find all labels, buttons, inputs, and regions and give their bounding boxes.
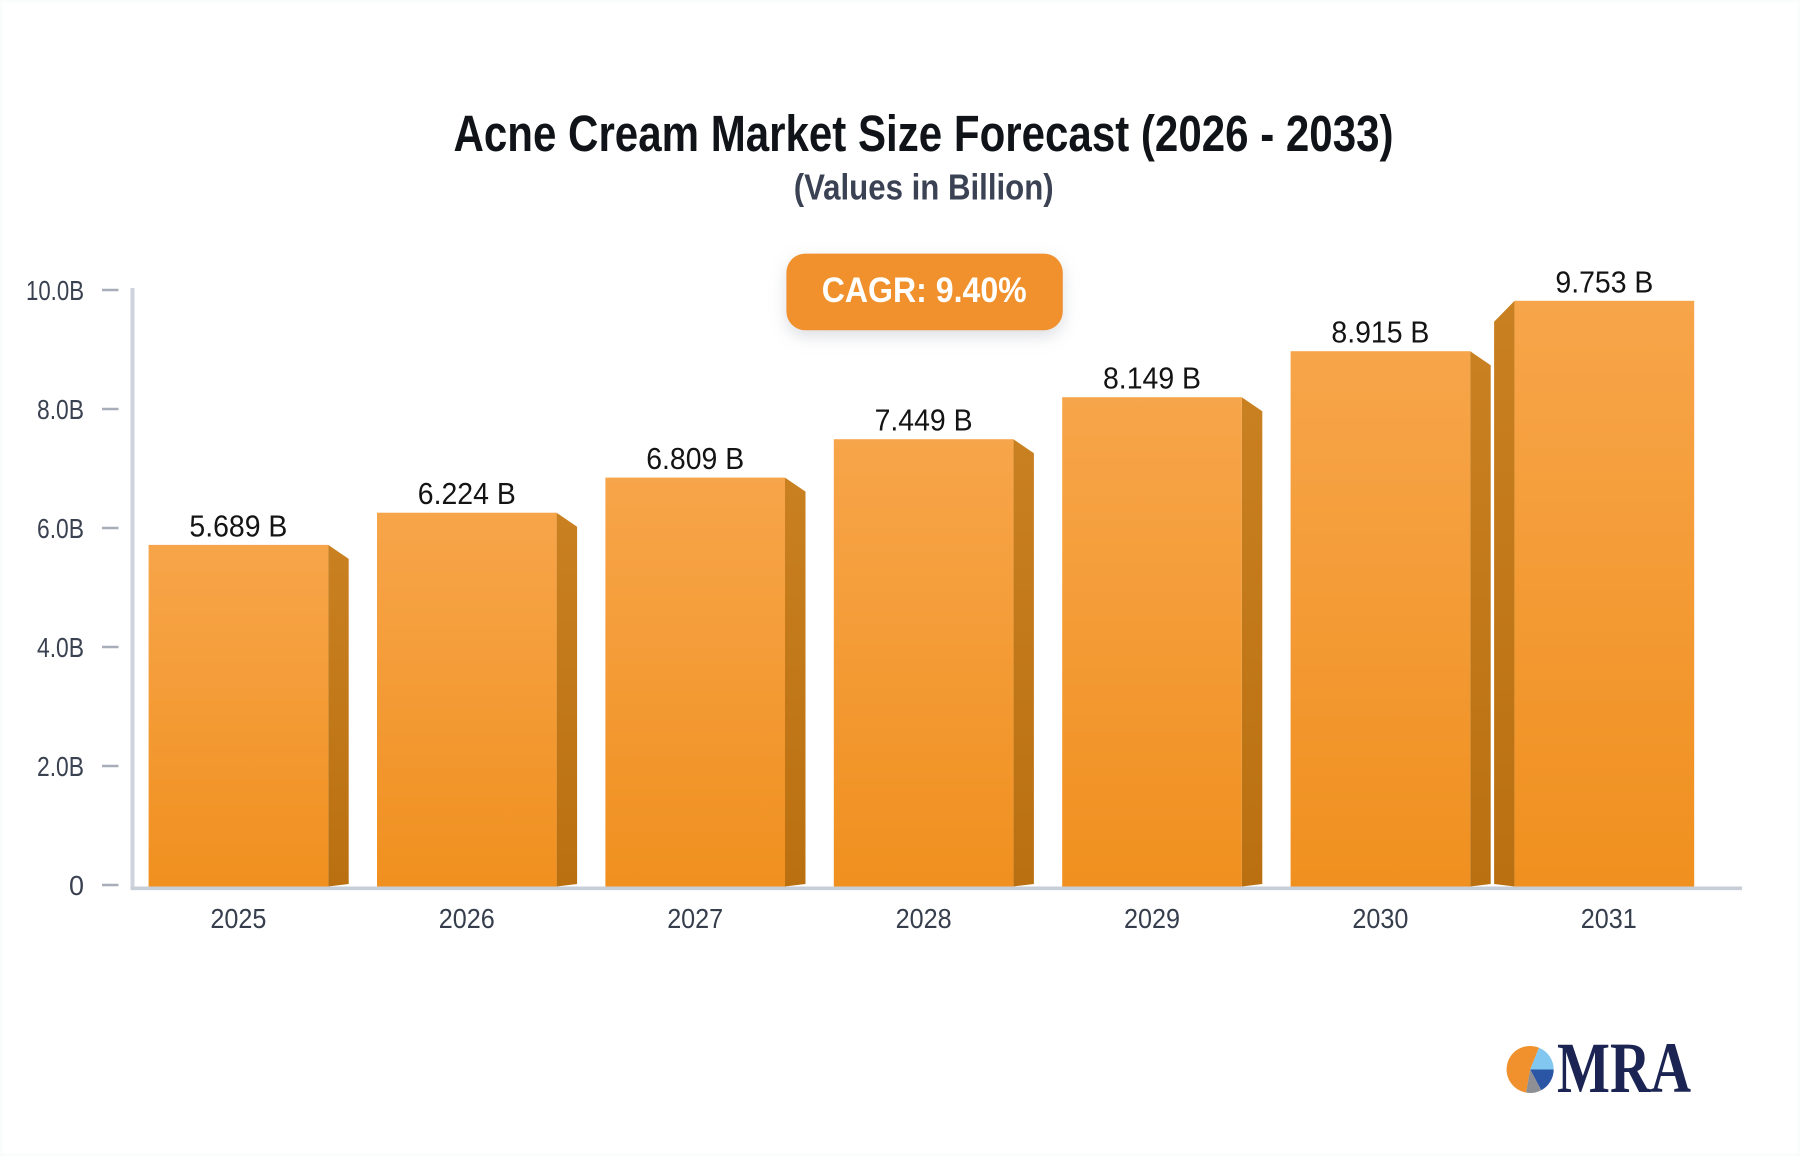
svg-text:5.689 B: 5.689 B <box>189 509 287 543</box>
svg-text:8.915 B: 8.915 B <box>1331 316 1429 350</box>
svg-text:CAGR: 9.40%: CAGR: 9.40% <box>822 271 1027 310</box>
svg-text:2030: 2030 <box>1352 903 1408 934</box>
svg-text:6.809 B: 6.809 B <box>646 442 744 476</box>
svg-text:6.0B: 6.0B <box>37 513 84 544</box>
svg-text:0: 0 <box>69 870 84 901</box>
svg-text:Acne Cream Market Size Forecas: Acne Cream Market Size Forecast (2026 - … <box>454 105 1394 162</box>
svg-text:8.149 B: 8.149 B <box>1103 362 1201 396</box>
svg-text:(Values in Billion): (Values in Billion) <box>794 167 1054 208</box>
svg-text:9.753 B: 9.753 B <box>1555 265 1653 299</box>
svg-text:2028: 2028 <box>896 903 952 934</box>
svg-text:2026: 2026 <box>439 903 495 934</box>
svg-text:2025: 2025 <box>210 903 266 934</box>
svg-text:2029: 2029 <box>1124 903 1180 934</box>
svg-text:MRA: MRA <box>1557 1028 1691 1108</box>
svg-text:2.0B: 2.0B <box>37 751 84 782</box>
svg-text:10.0B: 10.0B <box>26 275 84 306</box>
svg-text:4.0B: 4.0B <box>37 632 84 663</box>
svg-text:6.224 B: 6.224 B <box>418 477 516 511</box>
svg-text:2031: 2031 <box>1581 903 1637 934</box>
svg-text:2027: 2027 <box>667 903 723 934</box>
svg-text:8.0B: 8.0B <box>37 394 84 425</box>
svg-text:7.449 B: 7.449 B <box>875 404 973 438</box>
